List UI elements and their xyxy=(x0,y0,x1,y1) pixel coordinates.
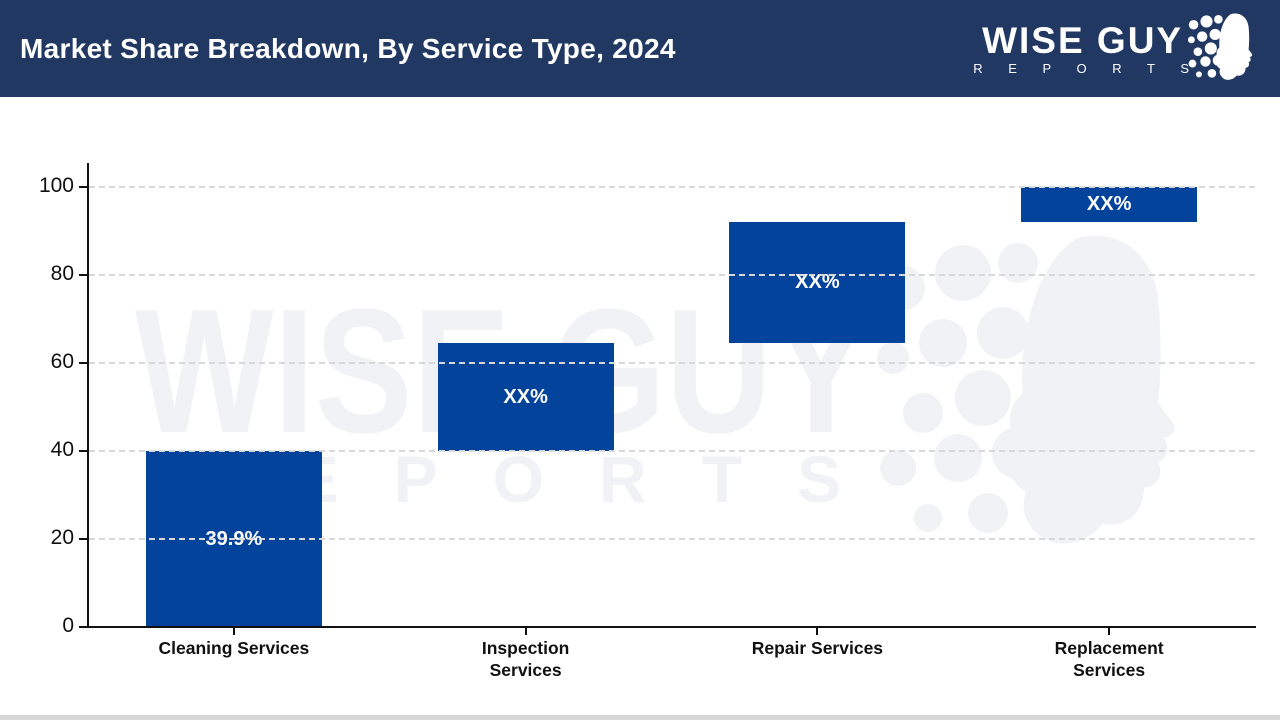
x-tick-label-2: Repair Services xyxy=(751,638,884,658)
x-tick-0 xyxy=(232,628,235,635)
bar-value-label: XX% xyxy=(795,271,840,294)
y-tick-label-60: 60 xyxy=(50,350,74,373)
brand-subname: R E P O R T S xyxy=(973,61,1200,76)
y-tick-label-0: 0 xyxy=(62,614,74,637)
x-axis-line xyxy=(87,626,1256,628)
bar-value-label: XX% xyxy=(503,385,548,408)
y-tick-40 xyxy=(79,450,88,452)
x-tick-label-0: Cleaning Services xyxy=(158,638,310,658)
x-tick-label-1: Inspection Services xyxy=(481,638,570,680)
brand-logo-text: WISE GUY R E P O R T S xyxy=(965,22,1200,75)
chart-title: Market Share Breakdown, By Service Type,… xyxy=(20,32,676,64)
bar-value-label: XX% xyxy=(1086,193,1132,216)
bar-replacement-services: XX% xyxy=(1021,187,1198,223)
gridline-40 xyxy=(89,450,1255,452)
footer-strip xyxy=(0,715,1280,720)
watermark-face-icon xyxy=(877,235,1175,544)
gridline-60 xyxy=(89,362,1255,364)
brand-name: WISE GUY xyxy=(982,20,1184,61)
y-tick-20 xyxy=(79,538,88,540)
x-tick-label-3: Replacement Services xyxy=(1054,638,1164,680)
y-tick-label-40: 40 xyxy=(50,438,74,461)
y-tick-80 xyxy=(79,274,88,276)
gridline-20 xyxy=(89,538,1255,540)
bar-repair-services: XX% xyxy=(729,222,906,344)
y-tick-label-20: 20 xyxy=(50,526,74,549)
y-tick-60 xyxy=(79,362,88,364)
gridline-80 xyxy=(89,274,1255,276)
x-tick-3 xyxy=(1108,628,1111,635)
brand-face-icon xyxy=(1187,12,1253,80)
y-tick-label-100: 100 xyxy=(38,174,74,197)
x-tick-2 xyxy=(816,628,819,635)
y-axis-line xyxy=(87,163,89,628)
header-bar: Market Share Breakdown, By Service Type,… xyxy=(0,0,1280,97)
y-tick-100 xyxy=(79,186,88,188)
gridline-100 xyxy=(89,186,1255,188)
brand-logo: WISE GUY R E P O R T S xyxy=(965,10,1254,88)
y-tick-0 xyxy=(79,626,88,628)
x-tick-1 xyxy=(524,628,527,635)
bar-inspection-services: XX% xyxy=(437,343,614,452)
y-tick-label-80: 80 xyxy=(50,262,74,285)
